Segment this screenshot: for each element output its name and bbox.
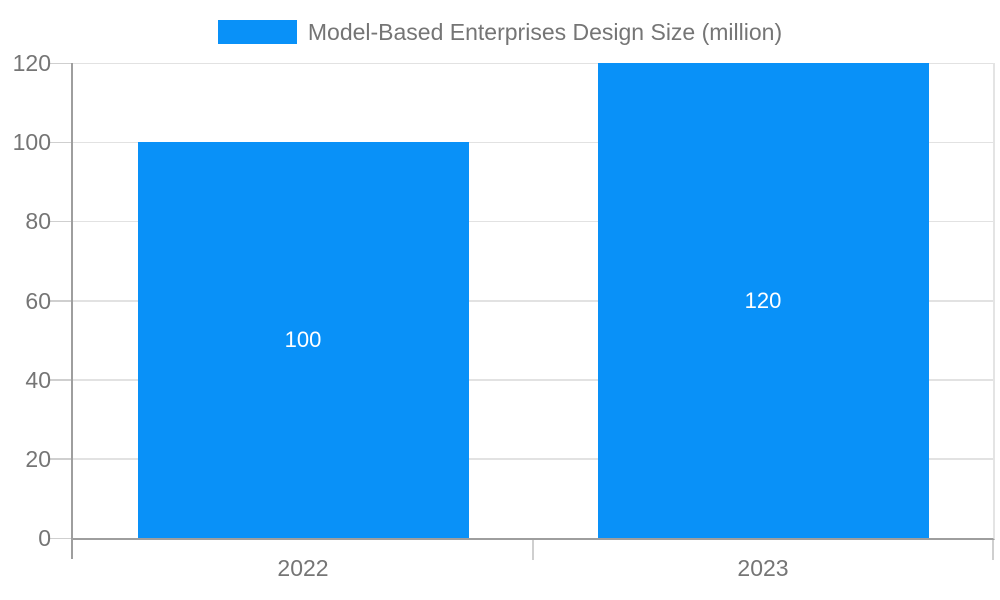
legend: Model-Based Enterprises Design Size (mil…	[0, 19, 1000, 45]
y-axis-tick-label: 120	[12, 50, 51, 76]
gridline	[73, 141, 993, 144]
y-axis-tick	[49, 300, 71, 302]
gridline	[73, 379, 993, 381]
y-axis-tick-label: 40	[25, 366, 51, 393]
y-axis-tick	[49, 220, 71, 223]
gridline	[73, 220, 993, 223]
y-axis-tick-label: 0	[38, 525, 51, 551]
legend-swatch	[217, 20, 297, 44]
x-axis-category-label: 2023	[737, 555, 789, 581]
y-axis-tick	[49, 62, 71, 64]
y-axis-tick	[49, 458, 71, 460]
bar: 120	[597, 63, 929, 538]
plot-area: 100 2022 120 2023	[49, 62, 995, 581]
legend-label: Model-Based Enterprises Design Size (mil…	[307, 19, 783, 45]
bar: 100	[137, 142, 469, 538]
gridline	[73, 300, 993, 302]
y-axis-tick-label: 60	[25, 287, 51, 314]
y-axis-tick	[49, 379, 71, 381]
gridline	[73, 62, 993, 64]
x-axis-category-label: 2022	[277, 555, 329, 581]
y-axis-tick-label: 80	[25, 208, 51, 235]
y-axis-tick-label: 20	[25, 445, 51, 472]
x-axis-tick	[532, 540, 534, 560]
y-axis-tick-label: 100	[12, 129, 51, 156]
bar-value-label: 120	[744, 287, 782, 313]
bar-value-label: 100	[284, 327, 322, 353]
y-axis-tick	[49, 537, 71, 539]
y-axis-tick	[49, 141, 71, 144]
gridline	[73, 458, 993, 460]
y-axis-extension-tick	[71, 540, 73, 559]
x-axis-tick	[992, 540, 994, 560]
